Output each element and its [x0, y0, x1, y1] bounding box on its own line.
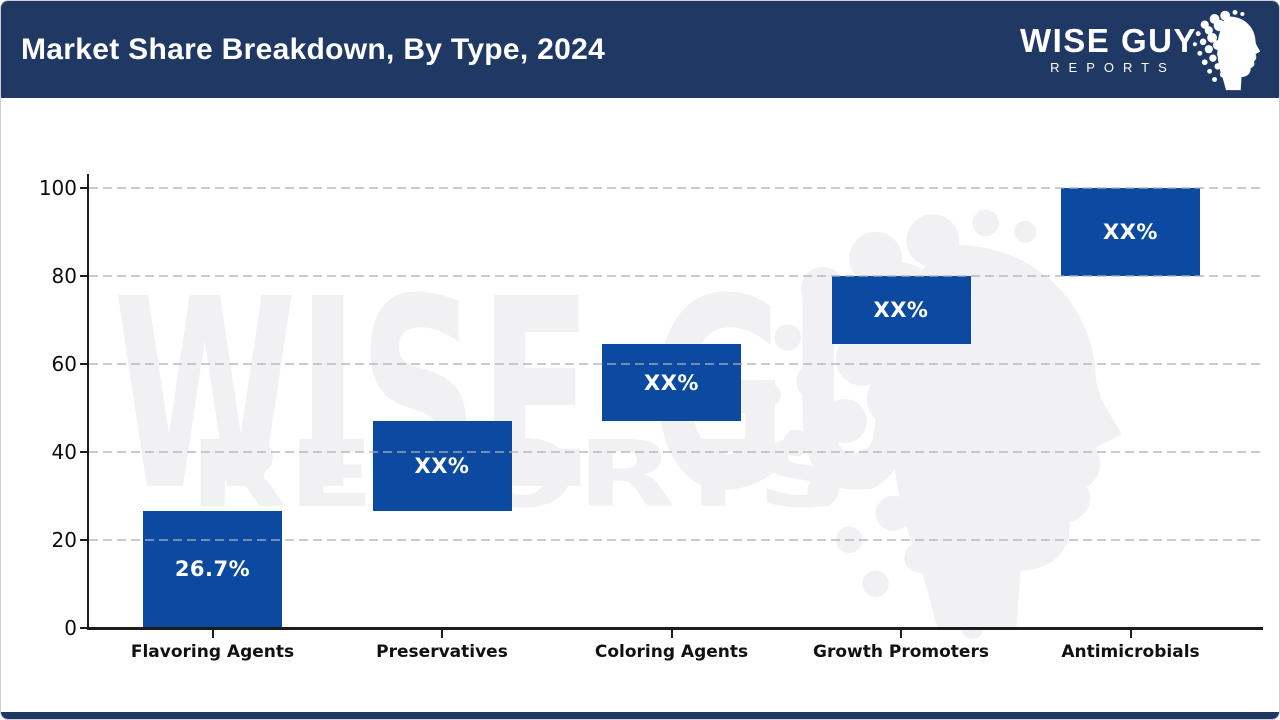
- logo-wordmark: WISE GUY REPORTS: [1019, 22, 1197, 76]
- bar-value-label: XX%: [644, 370, 699, 395]
- bar-value-label: XX%: [1103, 220, 1158, 244]
- y-tick-label: 80: [51, 264, 77, 288]
- category-label: Growth Promoters: [813, 642, 989, 662]
- y-tick-label: 40: [51, 440, 77, 464]
- bar-segment: 26.7%: [143, 510, 282, 628]
- y-tick-label: 0: [64, 616, 77, 640]
- logo-line2: REPORTS: [1050, 60, 1176, 75]
- logo-face-icon: [1192, 9, 1261, 90]
- bar-value-label: XX%: [414, 453, 470, 478]
- x-tick-mark: [211, 630, 214, 638]
- gridline-80: [89, 275, 1263, 277]
- brand-logo: WISE GUY REPORTS: [1020, 5, 1279, 95]
- category-label: Preservatives: [376, 642, 508, 662]
- logo-line1: WISE GUY: [1019, 22, 1197, 59]
- bar-segment: XX%: [372, 421, 512, 511]
- y-tick-mark: [80, 275, 87, 277]
- footer-bar: [1, 712, 1279, 719]
- bar-value-label: 26.7%: [174, 557, 251, 582]
- y-tick-mark: [80, 187, 87, 189]
- category-label: Flavoring Agents: [130, 642, 295, 662]
- y-tick-label: 60: [51, 352, 77, 376]
- x-tick-mark: [441, 630, 443, 638]
- y-tick-mark: [80, 363, 87, 365]
- gridline-100: [89, 187, 1263, 189]
- y-tick-mark: [80, 451, 87, 453]
- category-label: Antimicrobials: [1061, 642, 1200, 662]
- y-tick-mark: [80, 627, 87, 629]
- bar-segment: XX%: [1061, 188, 1200, 276]
- y-tick-label: 100: [38, 176, 77, 200]
- category-label: Coloring Agents: [594, 642, 749, 662]
- gridline-20: [89, 539, 1263, 541]
- bar-segment: XX%: [602, 344, 741, 422]
- y-tick-label: 20: [51, 528, 77, 552]
- x-tick-mark: [1129, 630, 1132, 638]
- page-title: Market Share Breakdown, By Type, 2024: [21, 32, 606, 66]
- bar-segment: XX%: [831, 276, 971, 345]
- x-tick-mark: [900, 630, 902, 638]
- bar-value-label: XX%: [873, 298, 929, 323]
- x-tick-mark: [670, 630, 673, 638]
- gridline-40: [89, 451, 1263, 453]
- x-axis-spine: [87, 627, 1263, 630]
- y-tick-mark: [80, 539, 87, 541]
- gridline-60: [89, 363, 1263, 365]
- header: Market Share Breakdown, By Type, 2024 WI…: [1, 1, 1279, 98]
- y-axis-spine: [87, 174, 89, 630]
